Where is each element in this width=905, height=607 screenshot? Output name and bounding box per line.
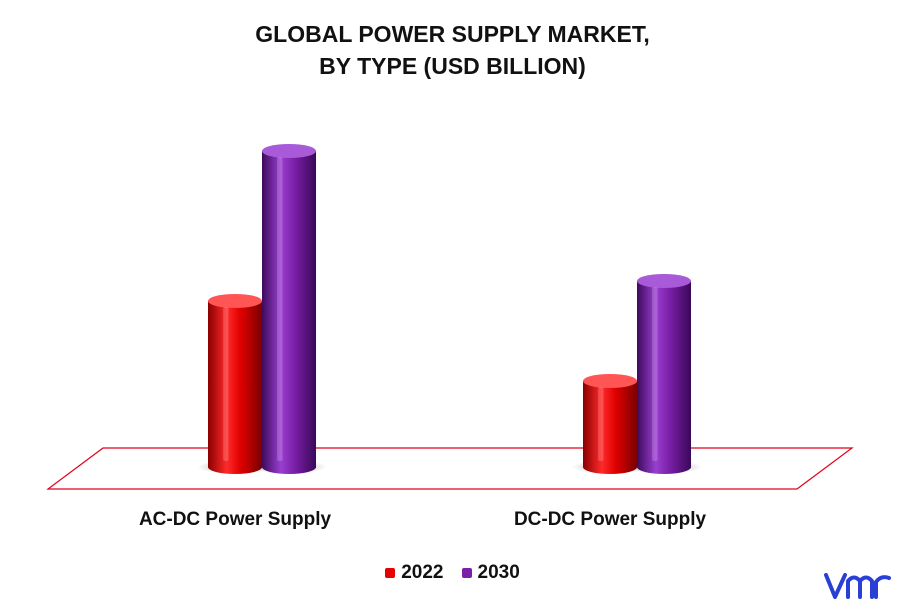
legend-label-2030: 2030 — [477, 562, 520, 583]
bar-2030-ac-dc — [262, 151, 316, 474]
bar-highlight — [277, 157, 283, 461]
x-axis-labels: AC-DC Power Supply DC-DC Power Supply — [139, 509, 707, 530]
legend-swatch-2030 — [461, 568, 472, 578]
bar-cap-2030 — [637, 274, 691, 289]
bar-cap-2022 — [208, 294, 262, 309]
bar-2030-dc-dc — [637, 281, 691, 474]
legend-label-2022: 2022 — [401, 562, 444, 583]
x-axis-label-ac-dc: AC-DC Power Supply — [139, 509, 332, 530]
bar-2022-dc-dc — [583, 381, 637, 474]
legend-item-2030: 2030 — [461, 562, 520, 584]
chart-title-line-2: BY TYPE (USD BILLION) — [319, 53, 586, 79]
chart-title: GLOBAL POWER SUPPLY MARKET, BY TYPE (USD… — [0, 18, 905, 82]
x-axis-label-dc-dc: DC-DC Power Supply — [514, 509, 707, 530]
bar-cap-2030 — [262, 144, 316, 159]
vmr-logo-icon — [824, 573, 891, 599]
legend: 2022 2030 — [0, 562, 905, 584]
bar-highlight — [598, 387, 604, 461]
chart-floor-plane — [46, 447, 854, 490]
bar-cap-2022 — [583, 374, 637, 389]
bar-highlight — [223, 307, 229, 461]
bar-2022-ac-dc — [208, 301, 262, 474]
legend-swatch-2022 — [385, 568, 396, 578]
bar-highlight — [652, 287, 658, 461]
legend-item-2022: 2022 — [385, 562, 444, 584]
chart-title-line-1: GLOBAL POWER SUPPLY MARKET, — [255, 21, 650, 47]
bars-group — [197, 144, 702, 474]
